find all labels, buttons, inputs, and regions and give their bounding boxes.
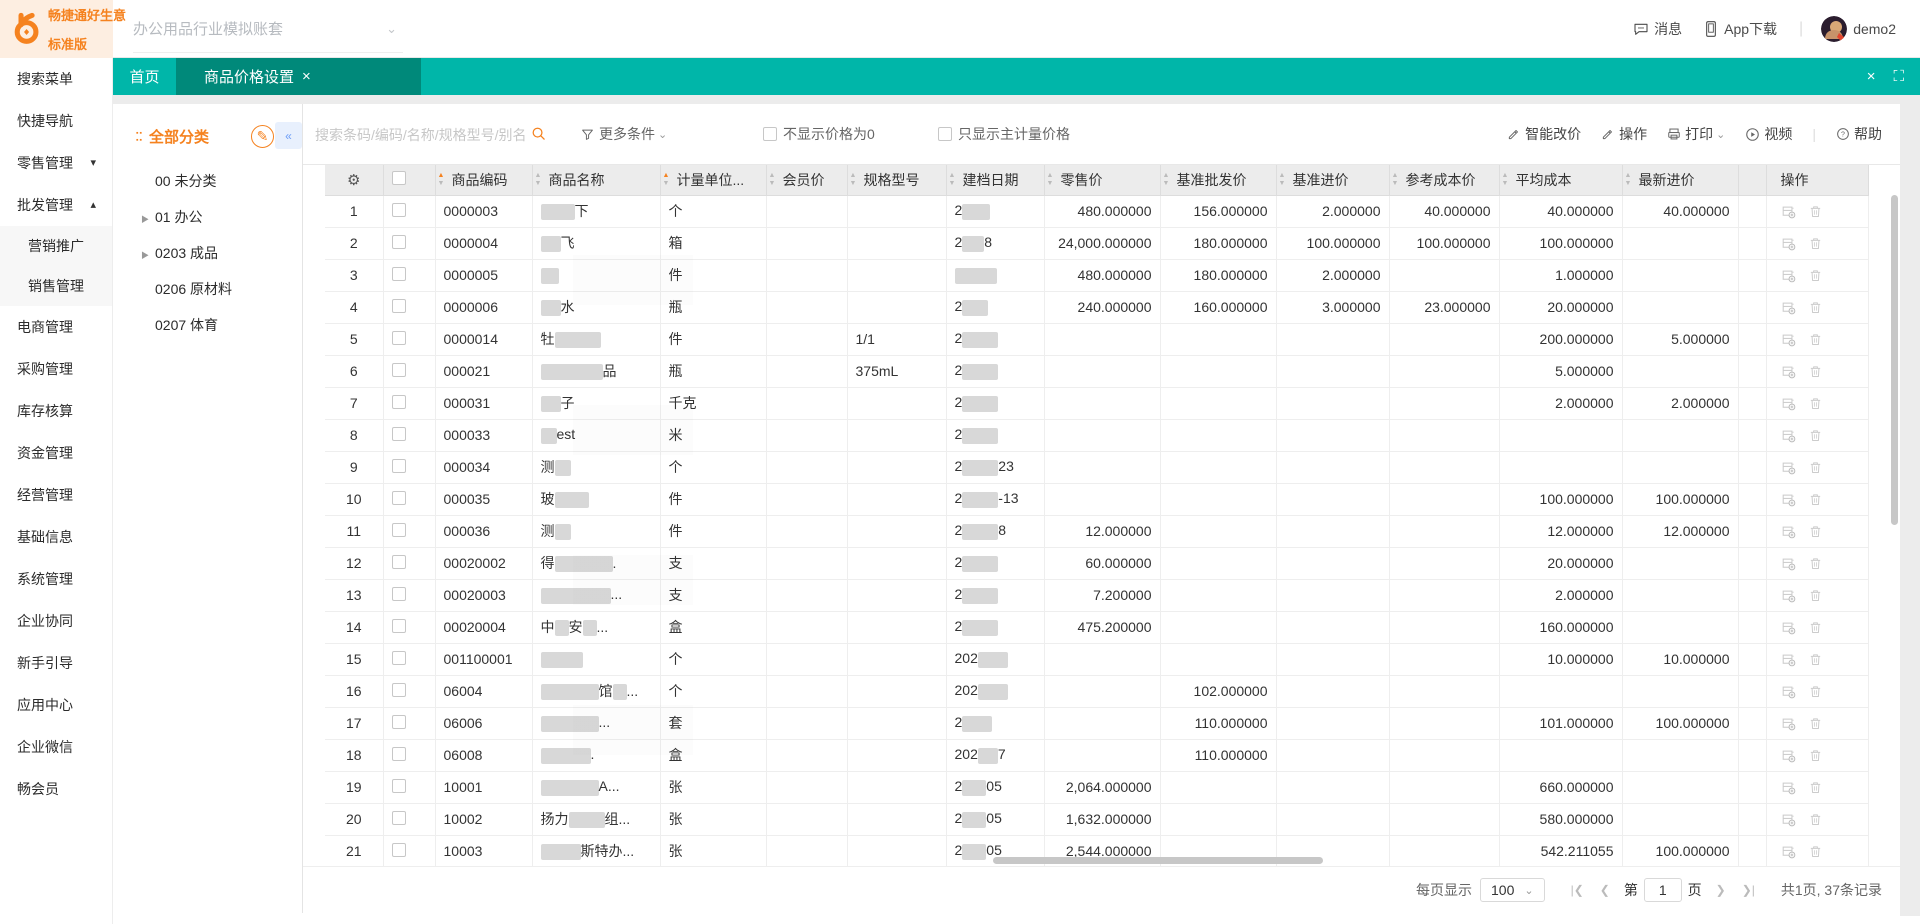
svg-text:?: ? <box>1841 132 1845 139</box>
